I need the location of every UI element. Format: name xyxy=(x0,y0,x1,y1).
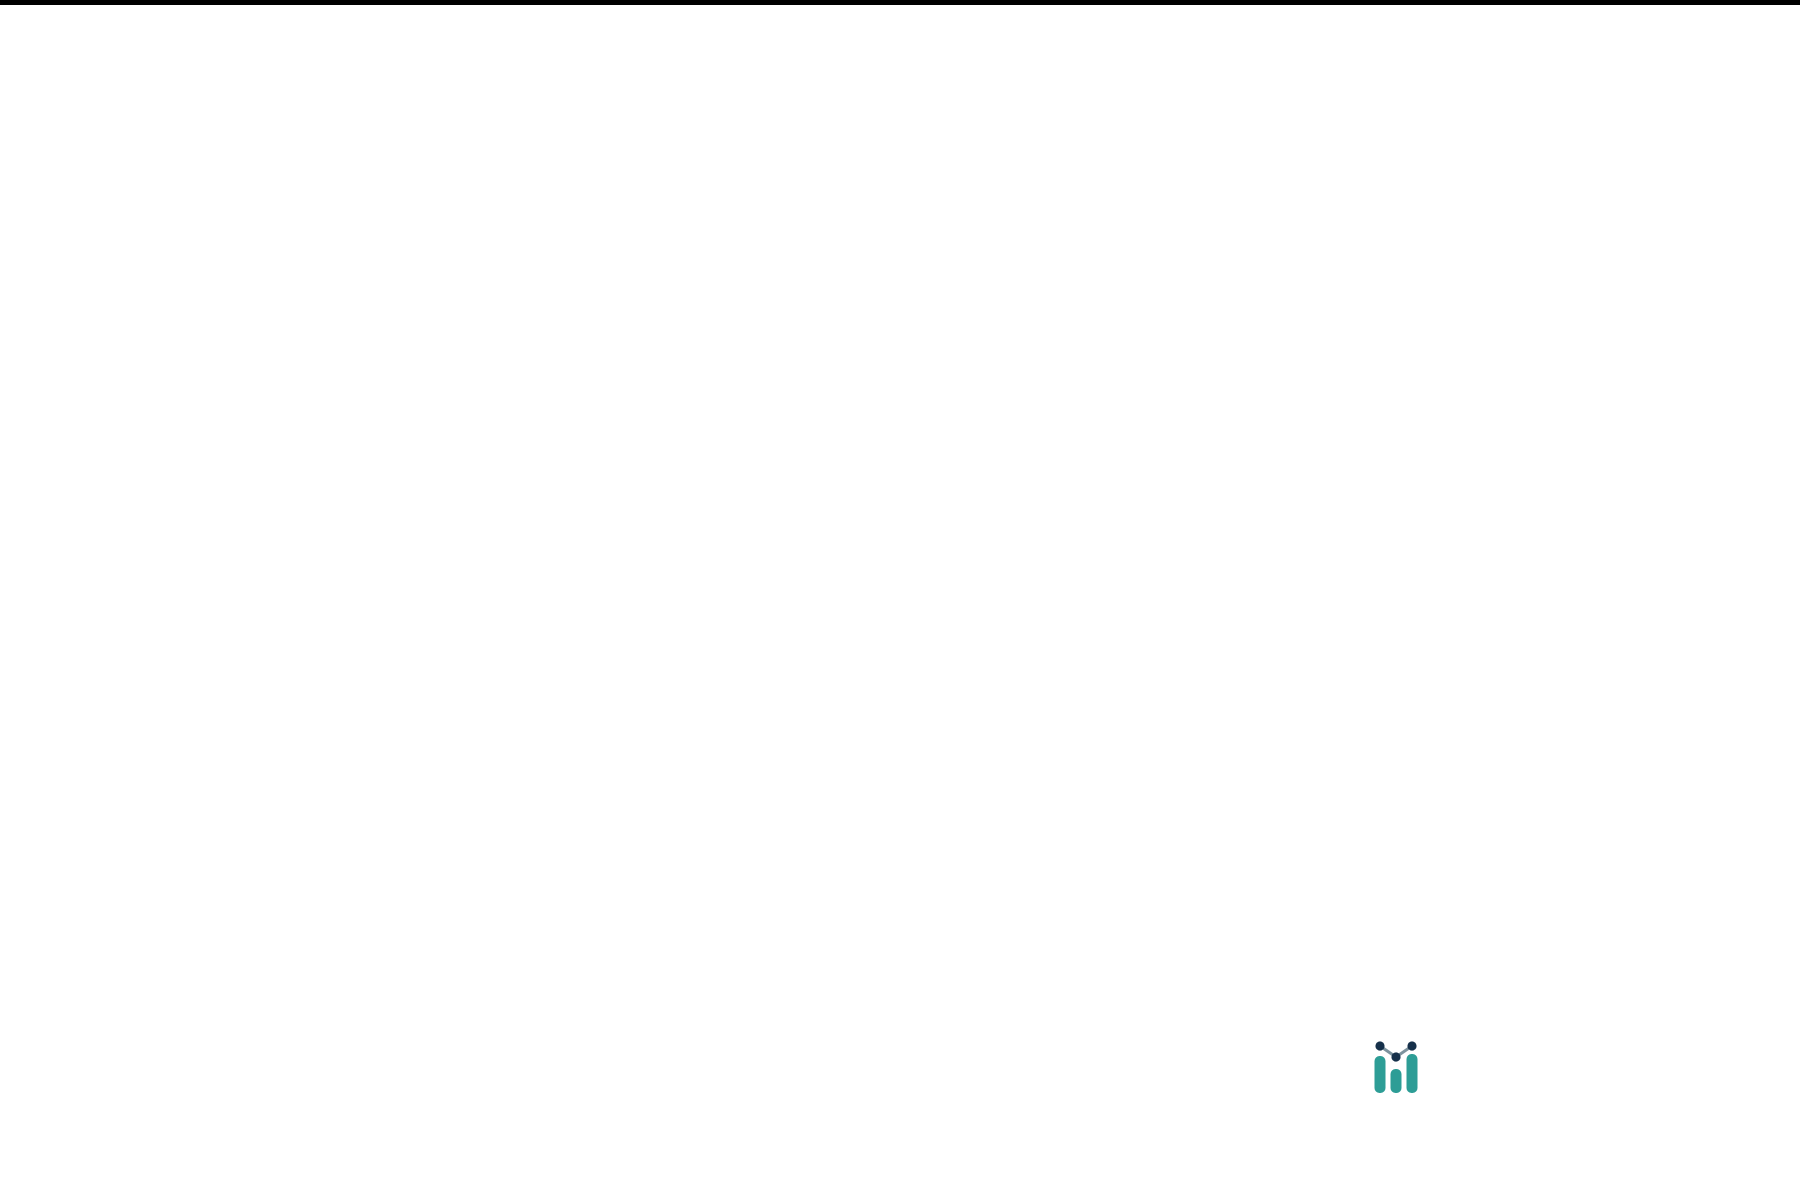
direports-logo-icon xyxy=(1374,1041,1418,1093)
top-border xyxy=(0,0,1800,5)
direports-logo xyxy=(1372,1036,1662,1106)
